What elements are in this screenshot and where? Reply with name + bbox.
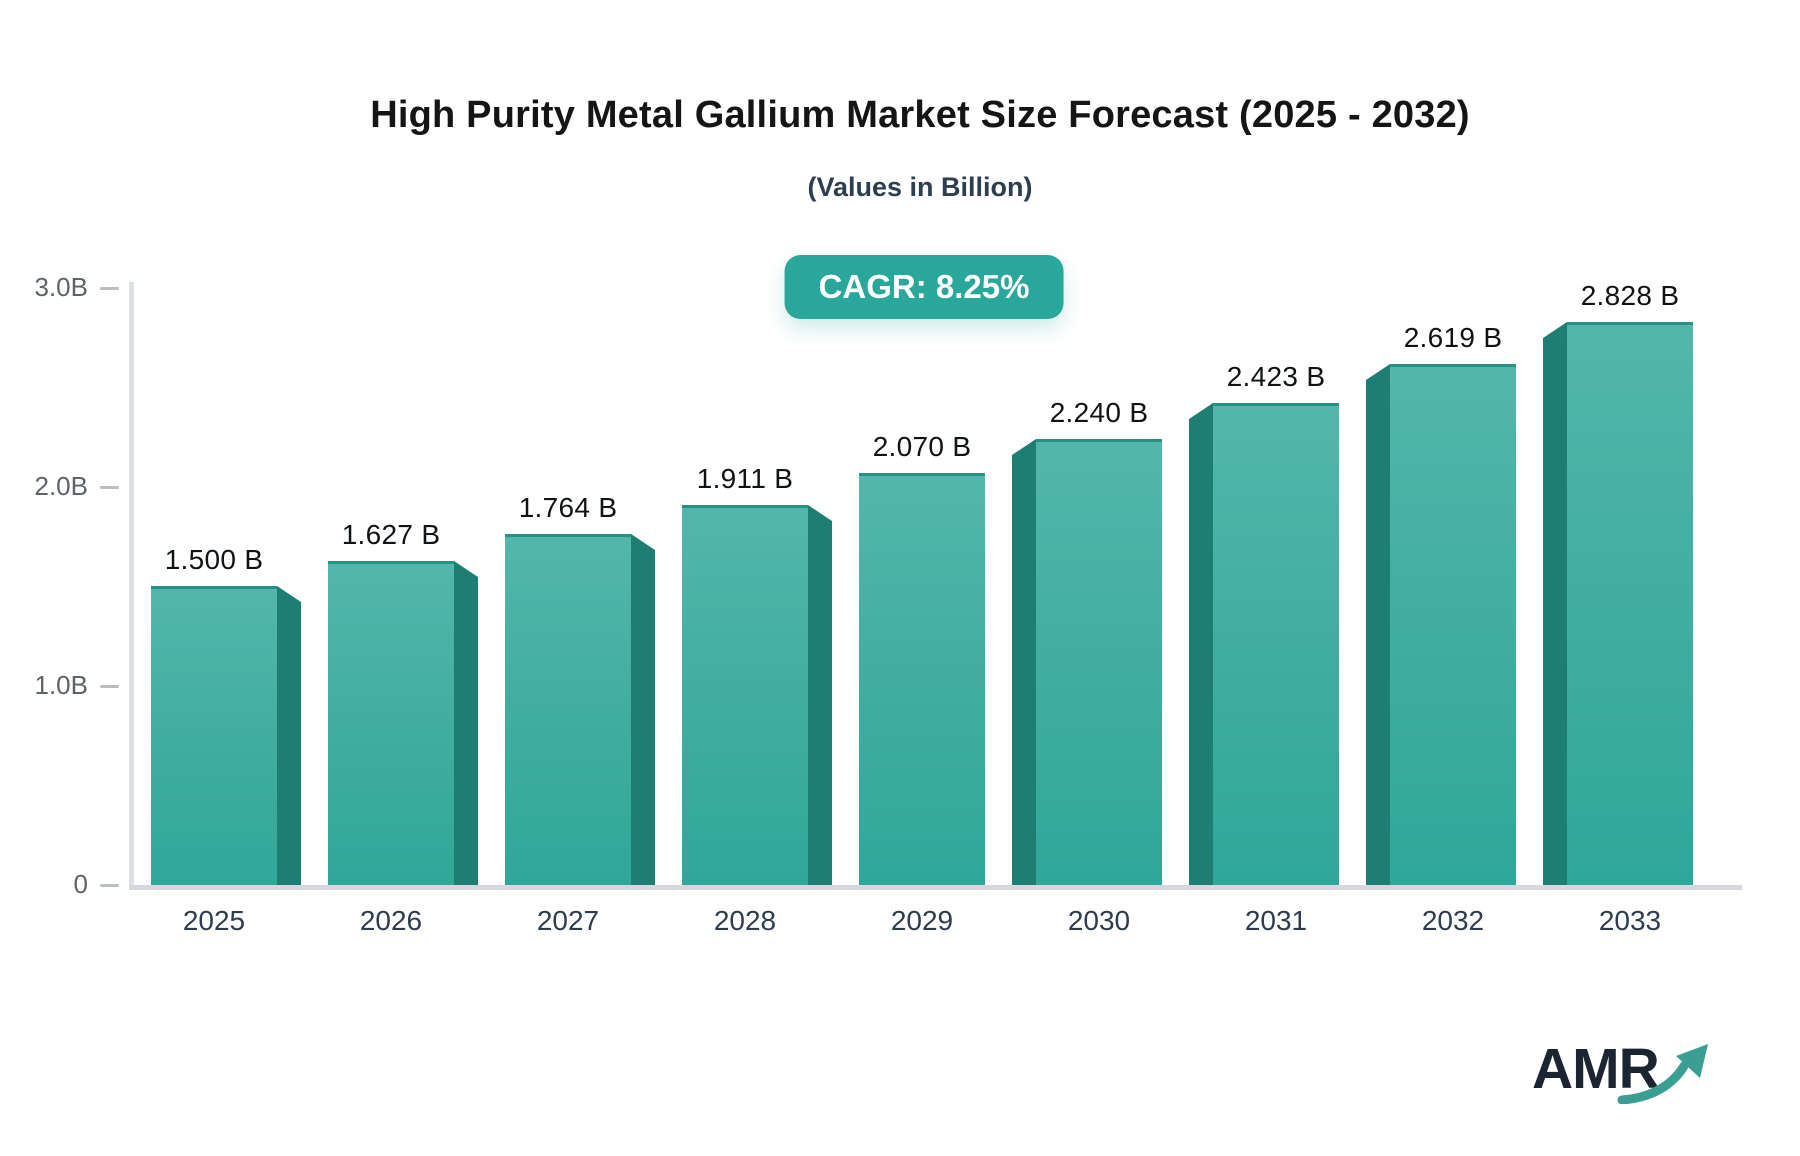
- amr-logo: AMR: [1532, 1036, 1722, 1106]
- bar-2029: [859, 473, 985, 885]
- bar-2027: [505, 534, 631, 885]
- y-tick-label-3.0B: 3.0B: [34, 272, 89, 302]
- bar-side-2025: [277, 586, 301, 885]
- x-tick-label-2027: 2027: [536, 905, 600, 936]
- bar-value-label-2032: 2.619 B: [1403, 322, 1503, 353]
- x-tick-label-2026: 2026: [359, 905, 423, 936]
- bar-value-label-2028: 1.911 B: [696, 463, 794, 494]
- x-tick-label-2028: 2028: [713, 905, 777, 936]
- y-tick-mark: [100, 486, 119, 489]
- bar-side-2031: [1189, 403, 1213, 885]
- bar-side-2027: [631, 534, 655, 885]
- chart-subtitle: (Values in Billion): [807, 172, 1033, 202]
- bar-2025: [151, 586, 277, 885]
- growth-arrow-icon: [1616, 1042, 1712, 1109]
- y-tick-label-1.0B: 1.0B: [34, 670, 89, 700]
- x-tick-label-2033: 2033: [1598, 905, 1662, 936]
- bar-2026: [328, 561, 454, 885]
- y-tick-label-0: 0: [73, 869, 88, 899]
- x-axis-line: [129, 885, 1742, 890]
- bar-side-2030: [1012, 439, 1036, 885]
- bar-value-label-2027: 1.764 B: [518, 492, 618, 523]
- bar-2030: [1036, 439, 1162, 885]
- cagr-badge: CAGR: 8.25%: [784, 255, 1064, 319]
- bar-2028: [682, 505, 808, 885]
- y-tick-mark: [100, 884, 119, 887]
- y-tick-label-2.0B: 2.0B: [34, 471, 89, 501]
- chart-title: High Purity Metal Gallium Market Size Fo…: [370, 94, 1470, 136]
- bar-side-2026: [454, 561, 478, 885]
- amr-logo-text: AMR: [1532, 1037, 1660, 1101]
- bar-value-label-2025: 1.500 B: [164, 544, 264, 575]
- x-tick-label-2025: 2025: [182, 905, 246, 936]
- bar-value-label-2026: 1.627 B: [341, 519, 441, 550]
- bar-value-label-2031: 2.423 B: [1226, 361, 1326, 392]
- x-tick-label-2031: 2031: [1244, 905, 1308, 936]
- bar-2032: [1390, 364, 1516, 885]
- bar-value-label-2030: 2.240 B: [1049, 397, 1149, 428]
- bar-2031: [1213, 403, 1339, 885]
- y-axis-line: [129, 282, 134, 888]
- bar-2033: [1567, 322, 1693, 885]
- x-tick-label-2029: 2029: [890, 905, 954, 936]
- bar-side-2028: [808, 505, 832, 885]
- x-tick-label-2032: 2032: [1421, 905, 1485, 936]
- bar-value-label-2033: 2.828 B: [1580, 280, 1680, 311]
- bar-side-2032: [1366, 364, 1390, 885]
- x-tick-label-2030: 2030: [1067, 905, 1131, 936]
- y-tick-mark: [100, 287, 119, 290]
- bar-side-2033: [1543, 322, 1567, 885]
- bar-value-label-2029: 2.070 B: [872, 431, 972, 462]
- y-tick-mark: [100, 685, 119, 688]
